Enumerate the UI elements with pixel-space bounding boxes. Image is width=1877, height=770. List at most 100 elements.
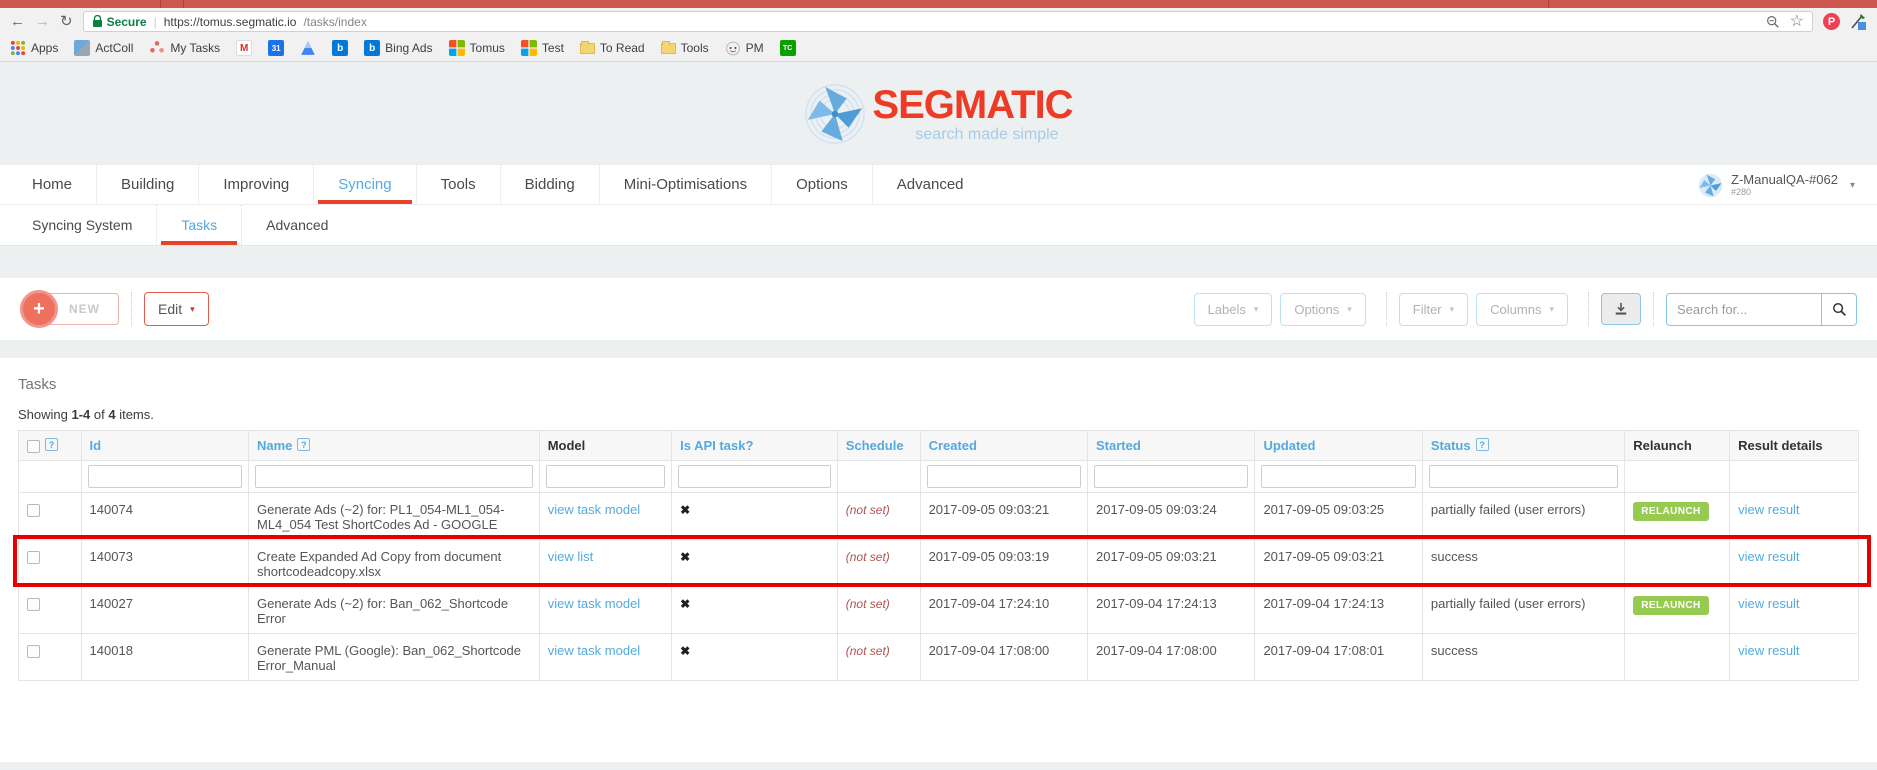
filter-model-input[interactable] xyxy=(545,465,666,488)
bookmark-techcrunch[interactable]: TC xyxy=(779,40,796,56)
bookmark-tomus[interactable]: Tomus xyxy=(448,40,505,56)
segmatic-logo[interactable]: SEGMATIC search made simple xyxy=(804,83,1074,145)
row-checkbox[interactable] xyxy=(27,645,40,659)
url-bar[interactable]: Secure | https://tomus.segmatic.io/tasks… xyxy=(82,11,1813,32)
help-icon[interactable]: ? xyxy=(1475,438,1489,451)
account-id: #280 xyxy=(1731,187,1752,198)
row-checkbox[interactable] xyxy=(27,551,40,565)
filter-dropdown-button[interactable]: Filter ▾ xyxy=(1398,292,1469,326)
nav-item-bidding[interactable]: Bidding xyxy=(499,165,599,204)
view-result-link[interactable]: view result xyxy=(1738,502,1800,517)
sort-schedule[interactable]: Schedule xyxy=(845,438,904,453)
filter-id-input[interactable] xyxy=(87,465,242,488)
sort-id[interactable]: Id xyxy=(89,438,102,453)
zoom-icon[interactable] xyxy=(1766,15,1780,29)
options-dropdown-button[interactable]: Options ▾ xyxy=(1280,292,1366,326)
refresh-icon[interactable]: ↻ xyxy=(60,13,73,30)
filter-name-input[interactable] xyxy=(254,465,533,488)
bookmark-test[interactable]: Test xyxy=(520,40,564,56)
bookmark-tools[interactable]: Tools xyxy=(660,40,709,55)
view-list-link[interactable]: view list xyxy=(547,549,594,564)
nav-item-advanced[interactable]: Advanced xyxy=(871,165,988,204)
nav-item-tools[interactable]: Tools xyxy=(415,165,500,204)
bookmark-my-tasks[interactable]: My Tasks xyxy=(149,40,220,56)
nav-item-mini-optimisations[interactable]: Mini-Optimisations xyxy=(598,165,771,204)
filter-updated-input[interactable] xyxy=(1261,465,1416,488)
row-checkbox[interactable] xyxy=(27,504,40,518)
export-download-button[interactable] xyxy=(1601,293,1641,325)
view-result-link[interactable]: view result xyxy=(1738,596,1800,611)
nav-item-syncing[interactable]: Syncing xyxy=(313,165,415,204)
account-name: Z-ManualQA-#062 xyxy=(1731,171,1838,187)
bookmark-label: My Tasks xyxy=(170,41,221,55)
filter-status-input[interactable] xyxy=(1428,465,1619,488)
columns-dropdown-button[interactable]: Columns ▾ xyxy=(1476,292,1568,326)
row-checkbox[interactable] xyxy=(27,598,40,612)
sort-started[interactable]: Started xyxy=(1096,438,1141,453)
bookmark-gmail[interactable]: M xyxy=(236,40,253,56)
bookmark-bing[interactable]: b xyxy=(332,40,349,56)
bookmark-analytics[interactable] xyxy=(300,40,316,56)
filter-created-input[interactable] xyxy=(926,465,1081,488)
bookmark-calendar[interactable]: 31 xyxy=(268,40,285,56)
schedule-value: (not set) xyxy=(845,644,890,658)
search-input[interactable] xyxy=(1666,292,1821,326)
bookmark-star-icon[interactable]: ☆ xyxy=(1789,12,1804,30)
view-task-model-link[interactable]: view task model xyxy=(547,643,641,658)
relaunch-cell: RELAUNCH xyxy=(1624,586,1731,634)
nav-item-options[interactable]: Options xyxy=(771,165,872,204)
help-icon[interactable]: ? xyxy=(45,438,58,451)
help-icon[interactable]: ? xyxy=(297,438,311,451)
view-result-link[interactable]: view result xyxy=(1738,643,1800,658)
forward-icon[interactable]: → xyxy=(35,13,50,30)
bookmark-actcoll[interactable]: ActColl xyxy=(74,40,133,56)
id-cell: 140018 xyxy=(80,633,249,681)
sort-created[interactable]: Created xyxy=(928,438,977,453)
search-button[interactable] xyxy=(1821,292,1857,326)
nav-item-improving[interactable]: Improving xyxy=(198,165,313,204)
subnav-item-syncing-system[interactable]: Syncing System xyxy=(8,205,156,245)
edit-dropdown-button[interactable]: Edit ▾ xyxy=(144,292,209,326)
sort-updated[interactable]: Updated xyxy=(1263,438,1316,453)
status-cell: partially failed (user errors) xyxy=(1421,586,1626,634)
sort-name[interactable]: Name xyxy=(256,438,293,453)
name-cell: Generate Ads (~2) for: Ban_062_Shortcode… xyxy=(247,586,540,634)
select-all-checkbox[interactable] xyxy=(27,440,40,454)
sort-api[interactable]: Is API task? xyxy=(680,438,754,453)
filter-started-input[interactable] xyxy=(1094,465,1249,488)
segmatic-pinwheel-icon xyxy=(805,83,866,144)
view-task-model-link[interactable]: view task model xyxy=(547,596,641,611)
filter-cell xyxy=(1086,460,1256,493)
tab-divider xyxy=(160,0,161,8)
col-header-schedule: Schedule xyxy=(836,430,921,461)
col-label: Model xyxy=(547,438,586,453)
view-task-model-link[interactable]: view task model xyxy=(547,502,641,517)
nav-item-home[interactable]: Home xyxy=(8,165,96,204)
back-icon[interactable]: ← xyxy=(10,13,25,30)
bookmark-pm[interactable]: PM xyxy=(725,40,764,56)
nav-item-building[interactable]: Building xyxy=(96,165,198,204)
view-result-link[interactable]: view result xyxy=(1738,549,1800,564)
bookmark-to-read[interactable]: To Read xyxy=(579,40,645,55)
created-cell: 2017-09-04 17:24:10 xyxy=(919,586,1089,634)
analytics-icon xyxy=(301,41,316,55)
cross-icon: ✖ xyxy=(680,550,691,564)
sort-status[interactable]: Status xyxy=(1430,438,1471,453)
labels-dropdown-button[interactable]: Labels ▾ xyxy=(1193,292,1273,326)
subnav-item-advanced[interactable]: Advanced xyxy=(241,205,352,245)
colorzilla-extension-icon[interactable] xyxy=(1849,13,1867,31)
secure-indicator[interactable]: Secure xyxy=(92,15,147,29)
filter-api-input[interactable] xyxy=(678,465,831,488)
relaunch-button[interactable]: RELAUNCH xyxy=(1633,502,1709,521)
pocket-extension-icon[interactable]: P xyxy=(1823,13,1840,30)
relaunch-button[interactable]: RELAUNCH xyxy=(1633,596,1709,615)
tasks-grid-wrap: ? Id Name? Model Is API task? Schedule C… xyxy=(13,430,1871,681)
new-task-button[interactable]: + NEW xyxy=(20,290,119,328)
chevron-down-icon: ▾ xyxy=(1347,303,1352,314)
bookmark-bing-ads[interactable]: b Bing Ads xyxy=(364,40,433,56)
subnav-item-tasks[interactable]: Tasks xyxy=(156,205,241,245)
nav-label: Tasks xyxy=(181,217,218,233)
lock-icon xyxy=(92,15,102,27)
account-menu[interactable]: Z-ManualQA-#062 #280 ▾ xyxy=(1698,165,1855,205)
bookmark-apps[interactable]: Apps xyxy=(10,40,58,56)
